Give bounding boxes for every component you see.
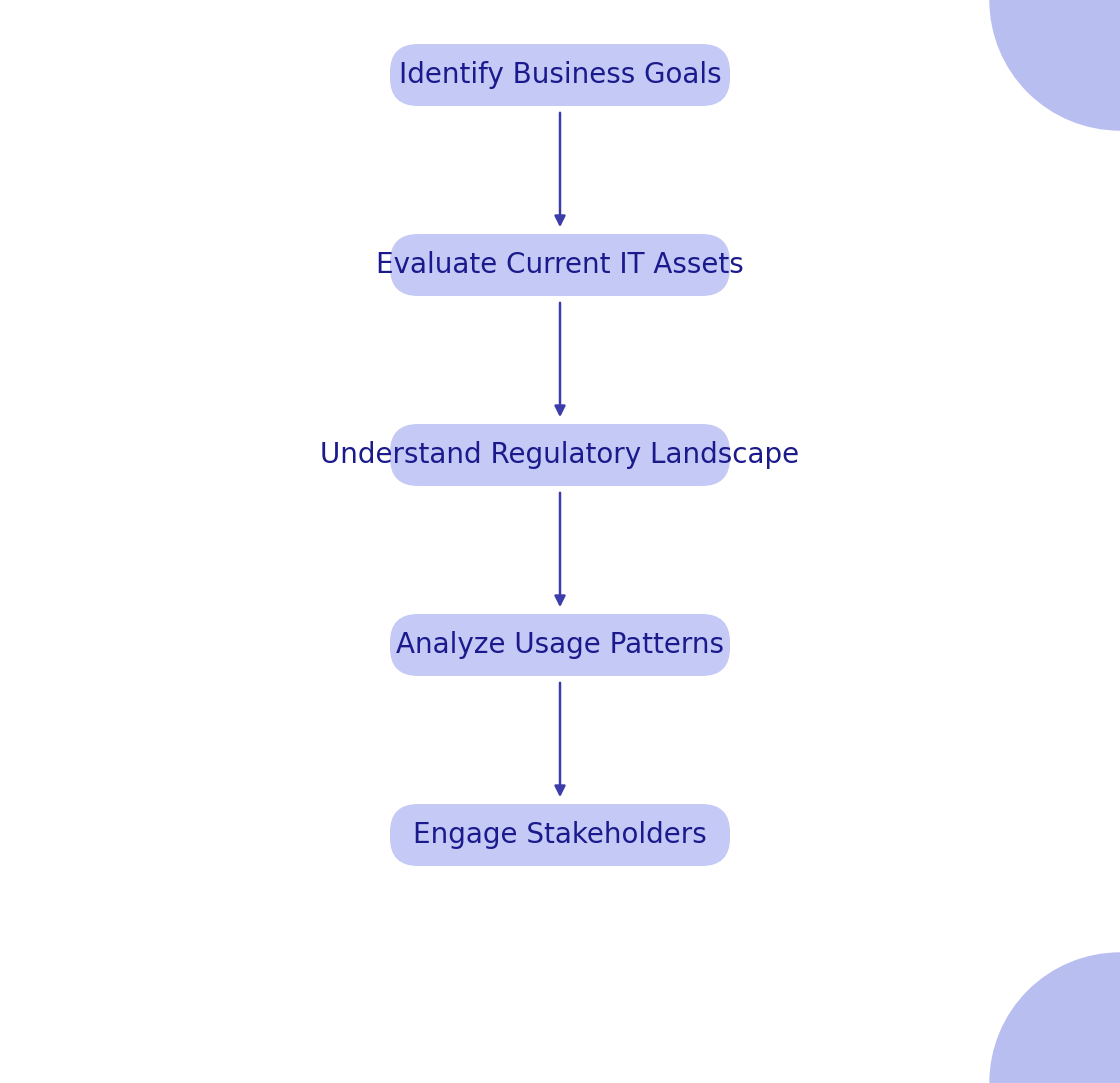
Circle shape	[990, 953, 1120, 1083]
FancyBboxPatch shape	[390, 614, 730, 676]
FancyBboxPatch shape	[390, 804, 730, 866]
Text: Identify Business Goals: Identify Business Goals	[399, 61, 721, 89]
Text: Evaluate Current IT Assets: Evaluate Current IT Assets	[376, 251, 744, 279]
Text: Engage Stakeholders: Engage Stakeholders	[413, 821, 707, 849]
Text: Understand Regulatory Landscape: Understand Regulatory Landscape	[320, 441, 800, 469]
Text: Analyze Usage Patterns: Analyze Usage Patterns	[396, 631, 724, 658]
FancyBboxPatch shape	[390, 425, 730, 486]
FancyBboxPatch shape	[390, 44, 730, 106]
FancyBboxPatch shape	[390, 234, 730, 296]
Circle shape	[990, 0, 1120, 130]
